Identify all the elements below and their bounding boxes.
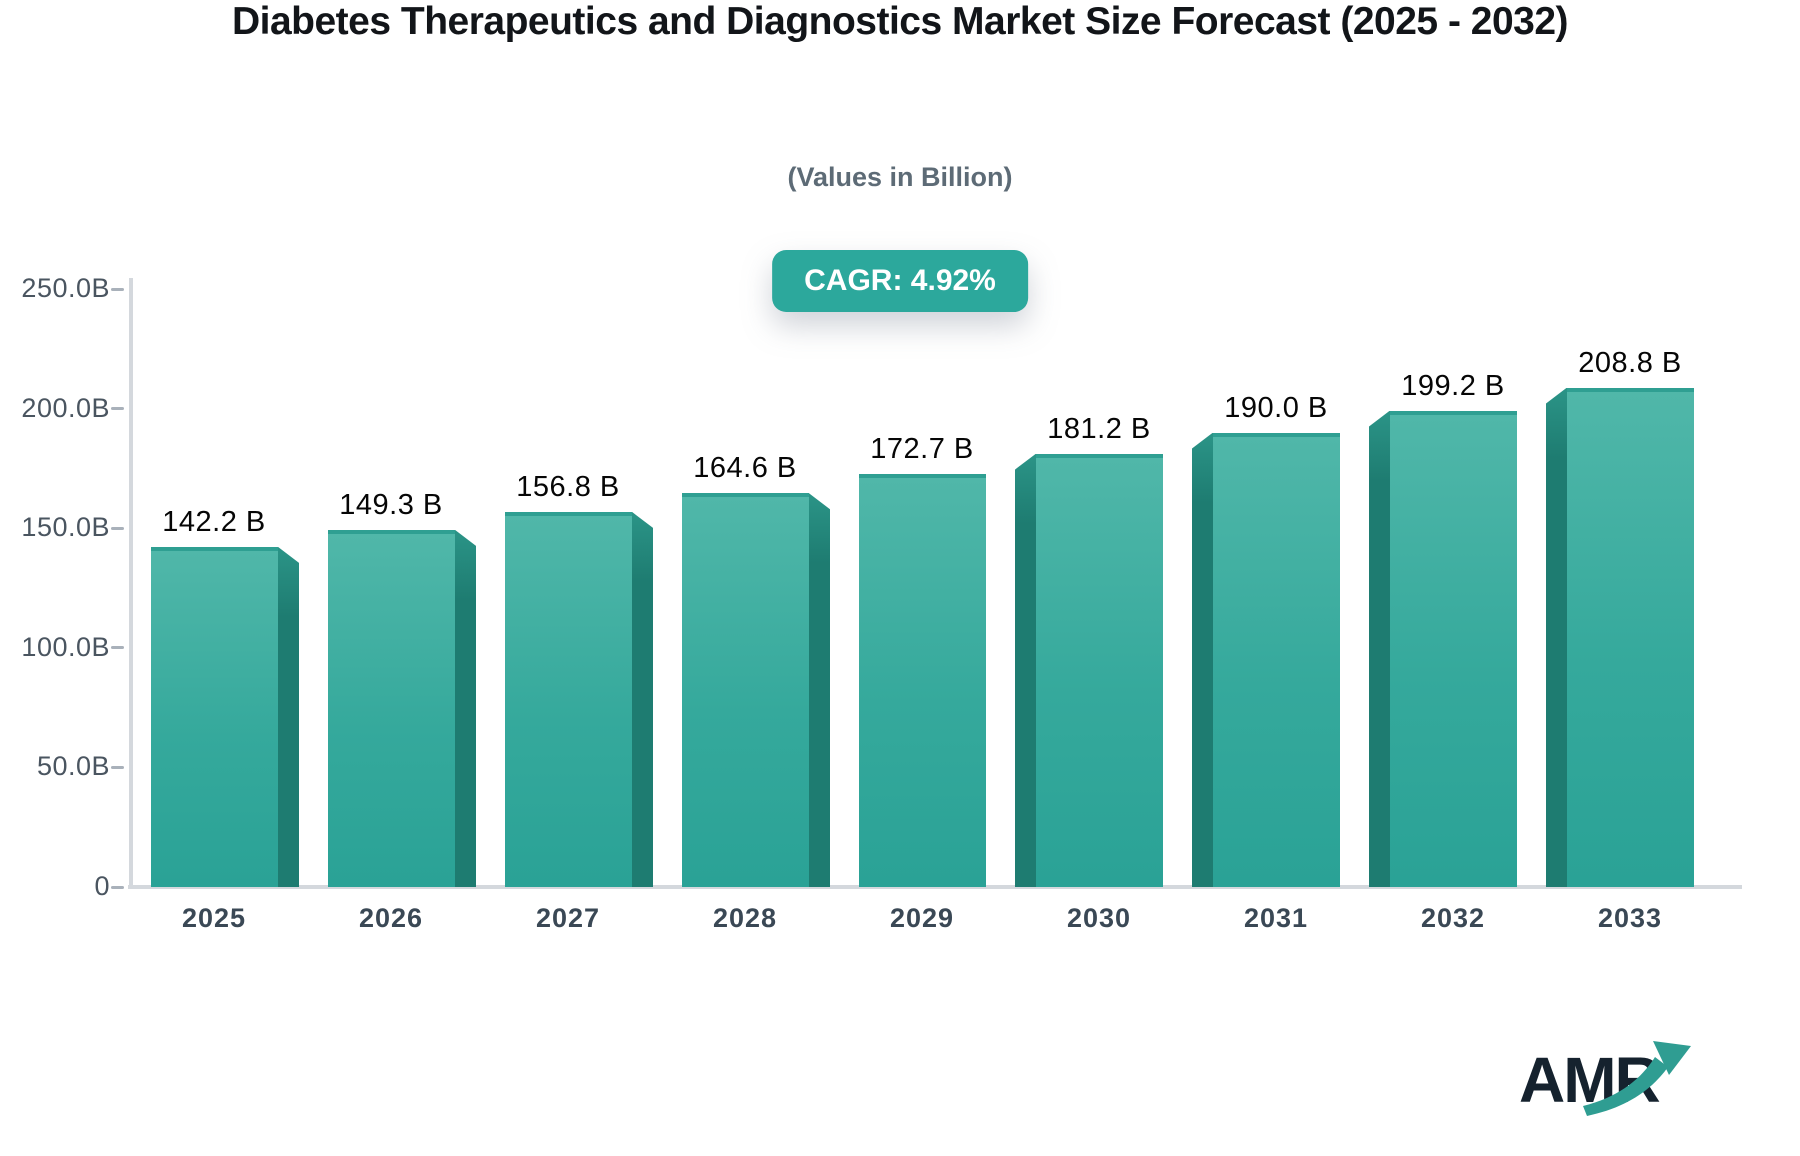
- chart-title: Diabetes Therapeutics and Diagnostics Ma…: [231, 0, 1569, 43]
- x-axis-label: 2025: [181, 903, 247, 933]
- bar-2027: [505, 511, 632, 887]
- y-axis-tick: [111, 646, 124, 650]
- y-axis-tick: [111, 765, 124, 769]
- y-axis-line: [129, 278, 133, 889]
- bar-2031: [1213, 432, 1340, 887]
- x-axis-label: 2026: [358, 903, 424, 933]
- bar-value-label: 190.0 B: [1224, 391, 1328, 424]
- x-axis-label: 2029: [889, 903, 955, 933]
- y-axis-tick: [111, 407, 124, 411]
- bar-value-label: 208.8 B: [1578, 346, 1682, 379]
- cagr-badge: CAGR: 4.92%: [772, 250, 1028, 312]
- bar-side-face: [278, 546, 299, 887]
- bar-value-label: 156.8 B: [516, 470, 620, 503]
- bar-side-face: [1369, 410, 1390, 887]
- bar-2025: [151, 546, 278, 887]
- x-axis-label: 2028: [712, 903, 778, 933]
- y-axis-label: 250.0B: [21, 273, 110, 303]
- bar-side-face: [1546, 387, 1567, 887]
- bar-2029: [859, 473, 986, 887]
- bar-side-face: [1015, 453, 1036, 887]
- bar-value-label: 164.6 B: [693, 452, 797, 485]
- chart-subtitle: (Values in Billion): [787, 162, 1013, 192]
- y-axis-tick: [111, 526, 124, 530]
- y-axis-tick: [111, 885, 124, 889]
- cagr-badge-label: CAGR: 4.92%: [804, 264, 996, 297]
- y-axis-label: 0: [94, 871, 110, 901]
- bar-value-label: 172.7 B: [870, 432, 974, 465]
- bar-value-label: 199.2 B: [1401, 369, 1505, 402]
- x-axis-label: 2032: [1420, 903, 1486, 933]
- y-axis-label: 200.0B: [21, 392, 110, 423]
- x-axis-label: 2031: [1243, 903, 1309, 933]
- amr-logo: AMR: [1519, 1041, 1691, 1116]
- y-axis-label: 100.0B: [21, 631, 110, 662]
- bar-value-label: 149.3 B: [339, 488, 443, 521]
- y-axis-tick: [111, 287, 124, 291]
- bar-side-face: [1192, 432, 1213, 887]
- bar-value-label: 181.2 B: [1047, 412, 1151, 445]
- x-axis-label: 2027: [535, 903, 601, 933]
- amr-logo-arrowhead-icon: [1653, 1041, 1691, 1075]
- bar-2032: [1390, 410, 1517, 887]
- bar-side-face: [809, 493, 830, 887]
- amr-logo-swoosh-icon: [1583, 1057, 1668, 1116]
- bar-side-face: [455, 529, 476, 887]
- y-axis-label: 150.0B: [21, 512, 110, 543]
- x-axis-line: [128, 885, 1742, 889]
- bar-2030: [1036, 453, 1163, 887]
- x-axis-label: 2030: [1066, 903, 1132, 933]
- bar-2028: [682, 493, 809, 887]
- bar-2033: [1567, 387, 1694, 887]
- y-axis-label: 50.0B: [36, 751, 110, 782]
- bar-side-face: [632, 511, 653, 887]
- bar-2026: [328, 529, 455, 887]
- bar-value-label: 142.2 B: [162, 505, 266, 538]
- x-axis-label: 2033: [1597, 903, 1663, 933]
